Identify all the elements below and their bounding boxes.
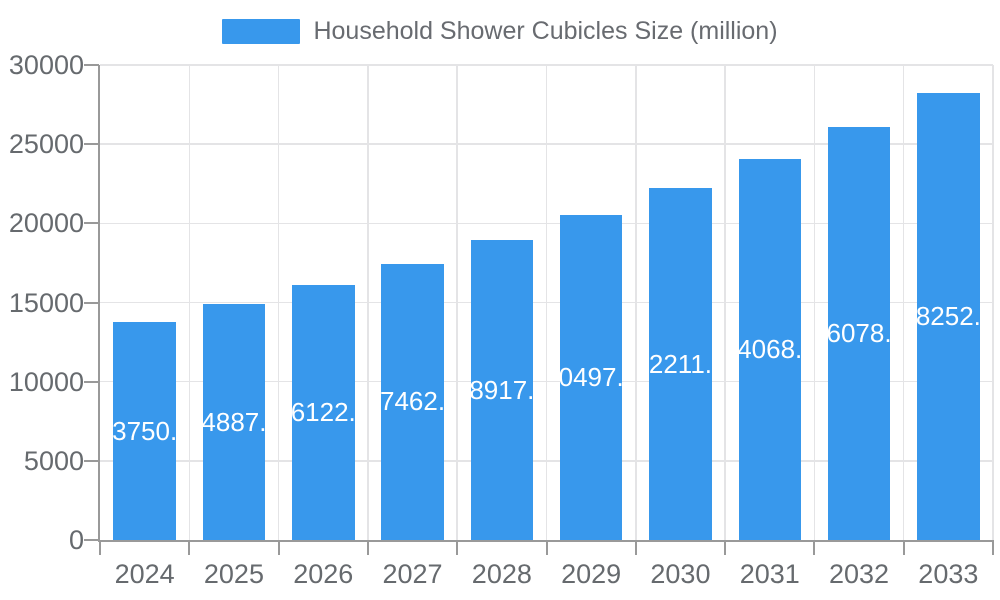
y-axis-tick [84, 222, 99, 225]
bar-2025: 4887. [202, 304, 266, 540]
legend-label: Household Shower Cubicles Size (million) [313, 17, 778, 45]
x-axis-tick [456, 540, 459, 555]
x-axis-label: 2031 [739, 559, 800, 589]
bar-value-label: 0497. [559, 362, 623, 393]
legend-swatch [222, 18, 301, 44]
gridline-vertical [724, 65, 726, 540]
bar-2033: 8252. [917, 92, 980, 540]
x-axis-label: 2026 [293, 559, 354, 589]
gridline-vertical [992, 65, 994, 540]
bar-value-label: 6122. [292, 396, 355, 427]
y-axis-label: 10000 [8, 366, 84, 397]
y-axis-tick [84, 301, 99, 304]
bar-value-label: 6078. [827, 318, 891, 349]
gridline-vertical [456, 65, 458, 540]
y-axis-label: 20000 [8, 208, 84, 239]
bar-2030: 2211. [649, 188, 712, 540]
y-axis-label: 15000 [8, 287, 84, 318]
bar-2028: 8917. [470, 240, 534, 540]
bar-2024: 3750. [113, 322, 176, 540]
x-axis-label: 2025 [203, 559, 264, 589]
x-axis-tick [545, 540, 548, 555]
bar-2032: 6078. [827, 127, 891, 540]
gridline-vertical [813, 65, 816, 540]
plot-area: 3750. 4887. 6122. 7462. 8917. 0497. 2211. 4068.… [84, 64, 994, 555]
gridline-vertical [277, 65, 280, 540]
gridline-vertical [545, 65, 548, 540]
y-axis-label: 5000 [23, 445, 84, 476]
bar-value-label: 7462. [381, 386, 444, 417]
gridline-vertical [902, 65, 905, 540]
x-axis-tick [366, 540, 369, 555]
x-axis-tick [99, 540, 101, 555]
x-axis-label: 2033 [918, 559, 979, 589]
x-axis-tick [902, 540, 905, 555]
x-axis-label: 2029 [561, 559, 622, 589]
bar-value-label: 8917. [470, 374, 534, 405]
y-axis-label: 25000 [8, 129, 84, 160]
gridline-vertical [367, 65, 369, 540]
bar-2026: 6122. [292, 284, 355, 540]
y-axis-label: 0 [68, 525, 84, 555]
x-axis-label: 2028 [471, 559, 532, 589]
gridline-vertical [635, 65, 637, 540]
bar-2031: 4068. [738, 158, 802, 540]
x-axis-tick [724, 540, 727, 555]
x-axis-line [98, 540, 993, 542]
y-axis-tick [84, 539, 99, 541]
x-axis-tick [813, 540, 816, 555]
x-axis-tick [992, 540, 994, 555]
y-axis-tick [84, 380, 99, 383]
y-axis-tick [84, 143, 99, 146]
x-axis-tick [188, 540, 191, 555]
x-axis-label: 2032 [829, 559, 890, 589]
y-axis-tick [84, 459, 99, 462]
y-axis-line [98, 65, 100, 540]
bar-value-label: 4887. [202, 406, 266, 437]
x-axis-tick [277, 540, 280, 555]
legend-item[interactable]: Household Shower Cubicles Size (million) [0, 17, 1000, 45]
y-axis-label: 30000 [8, 50, 84, 80]
gridline-vertical [188, 65, 191, 540]
x-axis-tick [634, 540, 637, 555]
y-axis-tick [84, 64, 99, 66]
bar-2029: 0497. [559, 215, 623, 540]
bar-value-label: 4068. [738, 333, 802, 364]
x-axis-label: 2024 [114, 559, 175, 589]
bar-value-label: 8252. [917, 300, 980, 331]
x-axis-label: 2030 [650, 559, 711, 589]
bar-2027: 7462. [381, 263, 444, 540]
x-axis-label: 2027 [382, 559, 443, 589]
bar-value-label: 3750. [113, 415, 176, 446]
bar-value-label: 2211. [649, 348, 712, 379]
